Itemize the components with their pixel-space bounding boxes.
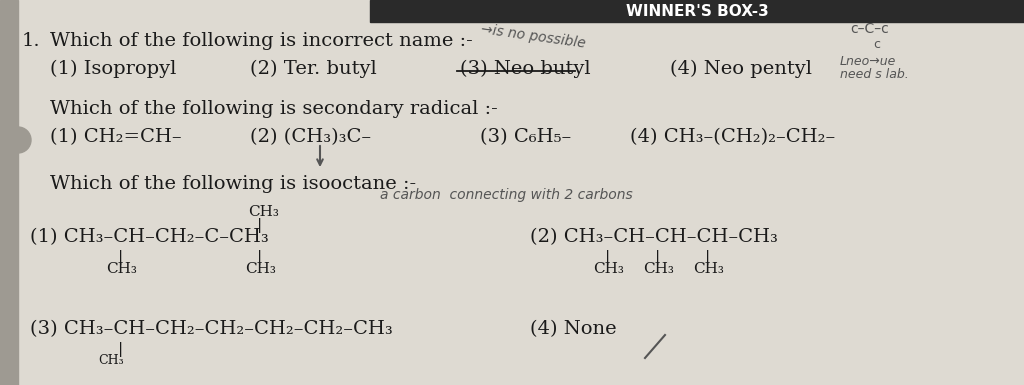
Bar <box>370 0 1024 22</box>
Text: c: c <box>850 38 881 51</box>
Bar <box>0 0 18 385</box>
Text: (4) None: (4) None <box>530 320 616 338</box>
Text: |: | <box>257 218 262 233</box>
Text: (2) Ter. butyl: (2) Ter. butyl <box>250 60 377 78</box>
Text: |: | <box>257 250 262 265</box>
Text: CH₃: CH₃ <box>106 262 137 276</box>
Text: CH₃: CH₃ <box>98 354 124 367</box>
Text: |: | <box>118 250 123 265</box>
Text: Which of the following is secondary radical :-: Which of the following is secondary radi… <box>50 100 498 118</box>
Text: |: | <box>705 250 711 265</box>
Text: (1) Isopropyl: (1) Isopropyl <box>50 60 176 78</box>
Text: CH₃: CH₃ <box>693 262 724 276</box>
Text: (3) C₆H₅–: (3) C₆H₅– <box>480 128 571 146</box>
Text: need s lab.: need s lab. <box>840 68 908 81</box>
Text: (4) CH₃–(CH₂)₂–CH₂–: (4) CH₃–(CH₂)₂–CH₂– <box>630 128 836 146</box>
Text: Which of the following is isooctane :-: Which of the following is isooctane :- <box>50 175 416 193</box>
Text: →is no possible: →is no possible <box>480 22 587 50</box>
Text: (4) Neo pentyl: (4) Neo pentyl <box>670 60 812 78</box>
Text: (1) CH₂=CH–: (1) CH₂=CH– <box>50 128 181 146</box>
Text: (2) (CH₃)₃C–: (2) (CH₃)₃C– <box>250 128 371 146</box>
Text: |: | <box>605 250 610 265</box>
Text: (2) CH₃–CH–CH–CH–CH₃: (2) CH₃–CH–CH–CH–CH₃ <box>530 228 778 246</box>
Circle shape <box>5 127 31 153</box>
Text: Lneo→ue: Lneo→ue <box>840 55 896 68</box>
Text: |: | <box>118 342 123 357</box>
Text: Which of the following is incorrect name :-: Which of the following is incorrect name… <box>50 32 473 50</box>
Text: (1) CH₃–CH–CH₂–C–CH₃: (1) CH₃–CH–CH₂–C–CH₃ <box>30 228 268 246</box>
Text: CH₃: CH₃ <box>593 262 624 276</box>
Text: CH₃: CH₃ <box>248 205 279 219</box>
Text: (3) Neo butyl: (3) Neo butyl <box>460 60 591 78</box>
Text: a carbon  connecting with 2 carbons: a carbon connecting with 2 carbons <box>380 188 633 202</box>
Text: c–C–c: c–C–c <box>850 22 889 36</box>
Text: 1.: 1. <box>22 32 41 50</box>
Text: |: | <box>655 250 660 265</box>
Text: CH₃: CH₃ <box>643 262 674 276</box>
Text: WINNER'S BOX-3: WINNER'S BOX-3 <box>626 3 768 18</box>
Text: (3) CH₃–CH–CH₂–CH₂–CH₂–CH₂–CH₃: (3) CH₃–CH–CH₂–CH₂–CH₂–CH₂–CH₃ <box>30 320 393 338</box>
Text: CH₃: CH₃ <box>245 262 275 276</box>
